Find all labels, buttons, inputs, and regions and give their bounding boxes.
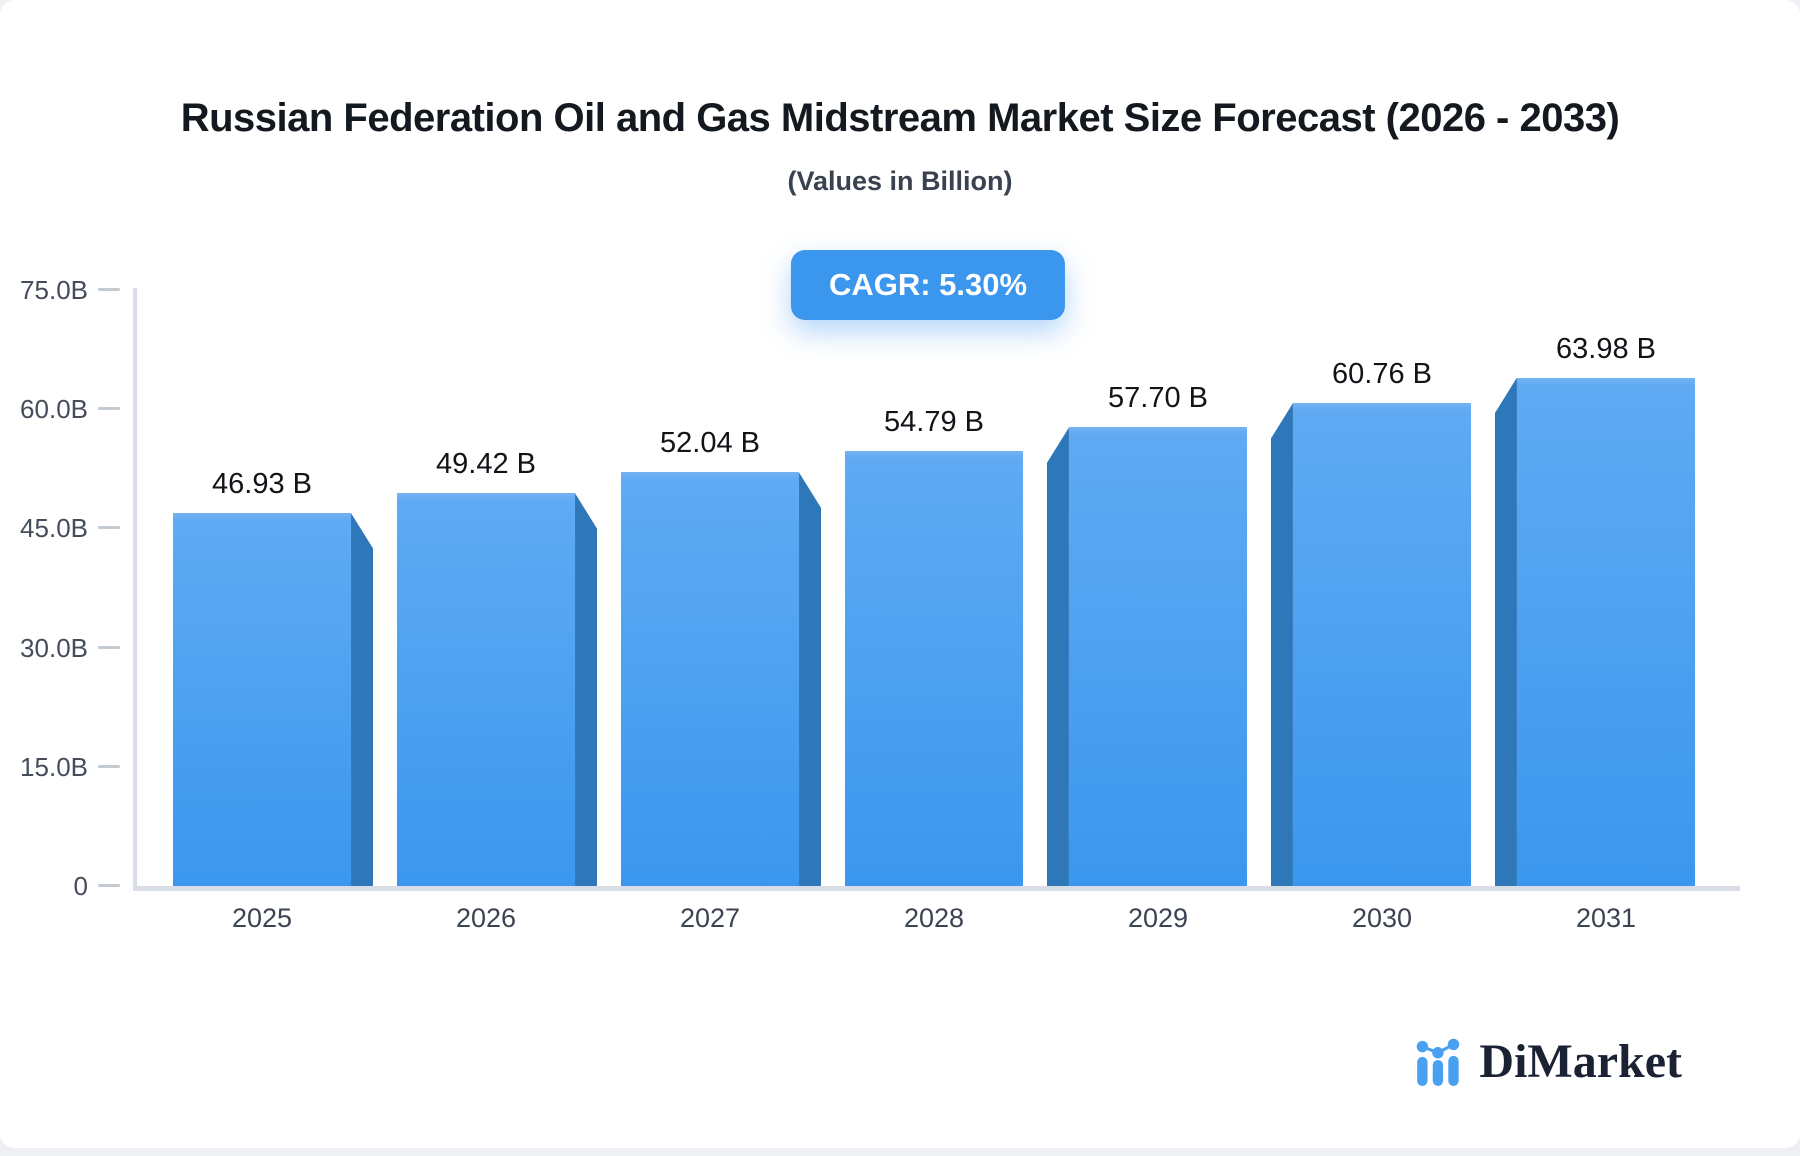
x-axis-labels: 2025 2026 2027 2028 2029 2030 2031 [150, 903, 1718, 934]
x-axis-label-2031: 2031 [1575, 903, 1637, 933]
bar-group-2028: 54.79 B [822, 290, 1046, 886]
dimarket-logo: DiMarket [1415, 1032, 1682, 1086]
y-axis-tick-mark [98, 645, 120, 649]
y-axis-tick-label: 30.0B [20, 632, 88, 663]
bar-2025 [172, 513, 352, 886]
x-axis-label-2030: 2030 [1351, 903, 1413, 933]
bar-group-2027: 52.04 B [598, 290, 822, 886]
bar-value-label: 57.70 B [1108, 382, 1208, 415]
bar-side-2026 [575, 493, 598, 886]
y-axis-tick-mark [98, 407, 120, 411]
bar-2027 [620, 472, 800, 886]
y-axis-tick-mark [98, 526, 120, 530]
bar-group-2030: 60.76 B [1270, 290, 1494, 886]
y-axis-tick: 45.0B [0, 513, 130, 543]
y-axis-tick-mark [98, 884, 120, 887]
bar-group-2025: 46.93 B [150, 290, 374, 886]
y-axis-tick: 75.0B [0, 275, 130, 305]
bar-2029 [1068, 427, 1248, 886]
bar-2026 [396, 493, 576, 886]
x-axis-label-2029: 2029 [1127, 903, 1189, 933]
y-axis-tick-label: 75.0B [20, 275, 88, 305]
chart-subtitle: (Values in Billion) [787, 166, 1013, 196]
bar-value-label: 46.93 B [212, 468, 312, 501]
bar-side-2030 [1270, 403, 1293, 886]
bar-group-2031: 63.98 B [1494, 290, 1718, 886]
y-axis-line [133, 288, 137, 888]
y-axis-tick-label: 15.0B [20, 751, 88, 782]
bar-value-label: 63.98 B [1556, 332, 1656, 365]
y-axis-tick: 30.0B [0, 633, 130, 663]
y-axis-tick-label: 60.0B [20, 394, 88, 425]
x-axis-label-2028: 2028 [903, 903, 965, 933]
bar-value-label: 49.42 B [436, 448, 536, 481]
bar-side-2027 [799, 472, 822, 886]
bar-side-2029 [1046, 427, 1069, 886]
y-axis-tick-label: 0 [73, 871, 88, 901]
bar-line-chart-icon [1417, 1038, 1460, 1086]
bar-2031 [1516, 377, 1696, 886]
chart-title: Russian Federation Oil and Gas Midstream… [180, 96, 1620, 140]
y-axis-tick-mark [98, 288, 120, 291]
plot-area: 46.93 B 49.42 B 52.04 B 54.79 B 57.70 B 60.76… [150, 290, 1718, 886]
bar-value-label: 54.79 B [884, 405, 984, 438]
logo-text: DiMarket [1479, 1035, 1682, 1088]
y-axis-tick: 0 [0, 871, 130, 901]
x-axis-label-2026: 2026 [455, 903, 517, 933]
y-axis-tick-label: 45.0B [20, 513, 88, 544]
y-axis-tick-mark [98, 764, 120, 768]
bar-side-2031 [1494, 377, 1517, 886]
bar-value-label: 52.04 B [660, 427, 760, 460]
x-axis-label-2025: 2025 [231, 903, 293, 933]
y-axis-tick: 15.0B [0, 752, 130, 782]
y-axis-tick: 60.0B [0, 394, 130, 424]
x-axis-line [133, 886, 1740, 891]
bar-side-2025 [351, 513, 374, 886]
bar-group-2029: 57.70 B [1046, 290, 1270, 886]
cagr-badge: CAGR: 5.30% [790, 250, 1066, 320]
bar-2030 [1292, 403, 1472, 886]
bar-value-label: 60.76 B [1332, 358, 1432, 391]
bar-group-2026: 49.42 B [374, 290, 598, 886]
bar-2028 [844, 450, 1024, 886]
x-axis-label-2027: 2027 [679, 903, 741, 933]
